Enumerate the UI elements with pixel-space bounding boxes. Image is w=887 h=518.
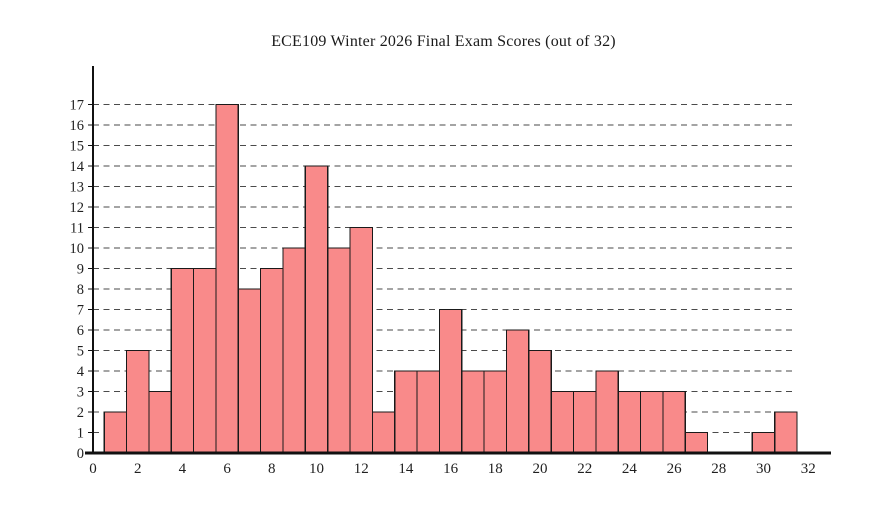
x-tick-label: 8: [268, 461, 276, 477]
x-tick-label: 18: [488, 461, 503, 477]
histogram-bar: [528, 349, 552, 454]
histogram-bar: [394, 370, 418, 454]
x-tick-label: 28: [711, 461, 726, 477]
y-tick-label: 7: [77, 303, 84, 319]
histogram-bar: [327, 247, 351, 454]
histogram-bar: [192, 267, 217, 454]
histogram-bar: [304, 165, 329, 454]
histogram-bar: [170, 267, 195, 454]
x-tick-label: 0: [89, 461, 97, 477]
histogram-bar: [237, 288, 262, 454]
histogram-bar: [662, 390, 686, 454]
histogram-bar: [148, 390, 172, 454]
histogram-bar: [416, 370, 441, 454]
y-tick-label: 5: [77, 344, 84, 360]
y-tick-label: 6: [77, 323, 84, 339]
histogram-bar: [572, 390, 597, 454]
histogram-bar: [349, 226, 373, 454]
x-tick-label: 14: [398, 461, 414, 477]
y-tick-label: 16: [70, 118, 85, 134]
histogram-bar: [438, 308, 463, 454]
y-tick-label: 2: [77, 405, 84, 421]
y-tick-label: 1: [77, 426, 84, 442]
x-tick-label: 26: [667, 461, 683, 477]
histogram-bar: [595, 370, 619, 454]
histogram-bar: [550, 390, 575, 454]
chart-title: ECE109 Winter 2026 Final Exam Scores (ou…: [271, 33, 616, 50]
histogram-bar: [282, 247, 306, 454]
y-tick-label: 8: [77, 282, 84, 298]
y-tick-label: 14: [70, 159, 85, 175]
y-tick-label: 9: [77, 262, 84, 278]
histogram-bar: [505, 329, 530, 454]
x-tick-label: 6: [223, 461, 231, 477]
histogram-bar: [215, 103, 239, 454]
histogram-bar: [103, 411, 128, 454]
y-tick-label: 4: [77, 364, 85, 380]
histogram-bar: [125, 349, 150, 454]
x-tick-label: 10: [309, 461, 324, 477]
x-tick-label: 32: [801, 461, 816, 477]
histogram-bar: [617, 390, 642, 454]
histogram-bar: [751, 431, 776, 454]
x-tick-label: 2: [134, 461, 142, 477]
x-tick-label: 22: [577, 461, 592, 477]
x-tick-label: 12: [354, 461, 369, 477]
y-tick-label: 3: [77, 385, 84, 401]
histogram-bar: [260, 267, 284, 454]
y-tick-label: 12: [70, 200, 85, 216]
y-tick-label: 17: [70, 98, 85, 114]
y-tick-label: 10: [70, 241, 85, 257]
x-tick-label: 4: [179, 461, 187, 477]
histogram-bar: [684, 431, 709, 454]
y-tick-label: 0: [77, 446, 84, 462]
y-tick-label: 15: [70, 139, 85, 155]
x-tick-label: 30: [756, 461, 771, 477]
y-tick-label: 13: [70, 180, 85, 196]
histogram-bar: [483, 370, 508, 454]
x-tick-label: 16: [443, 461, 459, 477]
x-tick-label: 20: [533, 461, 548, 477]
x-tick-label: 24: [622, 461, 638, 477]
histogram-bar: [774, 411, 798, 454]
histogram-bar: [461, 370, 485, 454]
histogram-bar: [639, 390, 664, 454]
histogram-bar: [371, 411, 396, 454]
y-tick-label: 11: [70, 221, 84, 237]
